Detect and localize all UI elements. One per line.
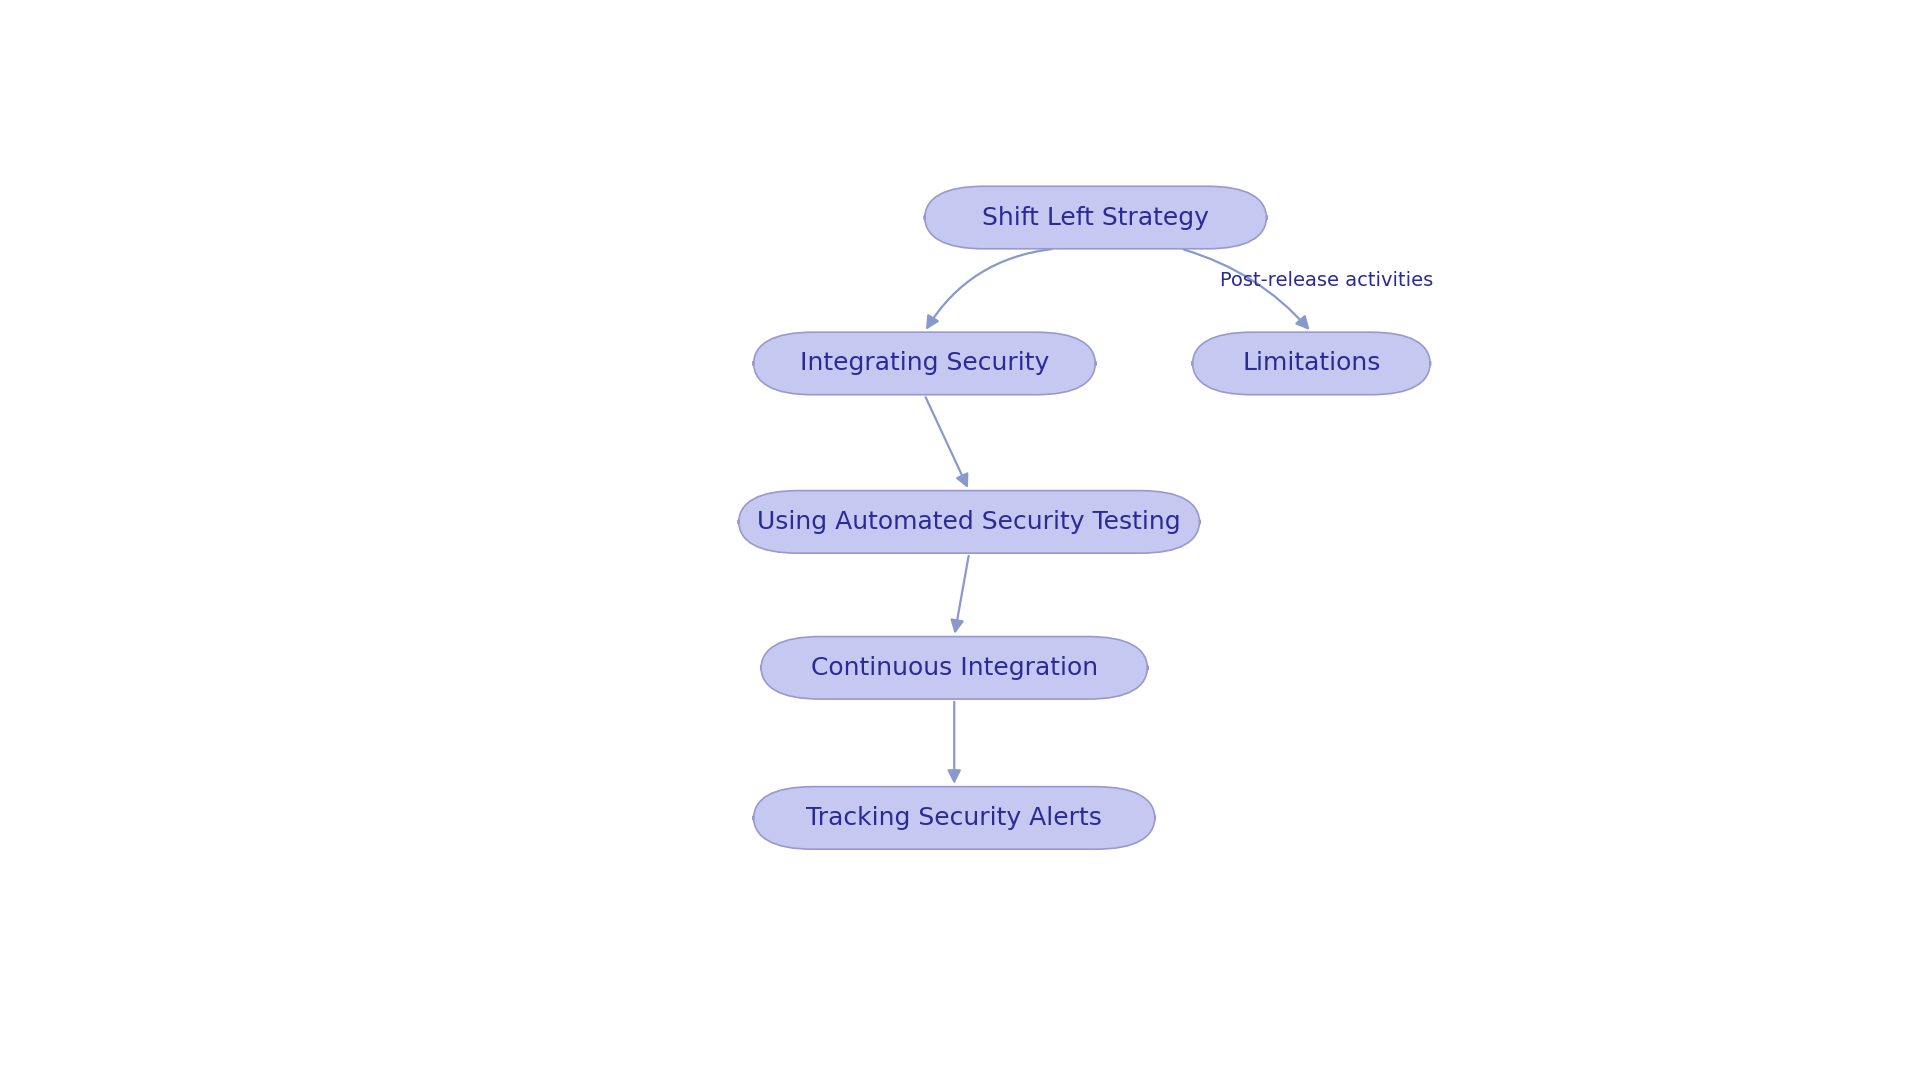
Text: Using Automated Security Testing: Using Automated Security Testing [756,510,1181,534]
FancyBboxPatch shape [753,786,1156,849]
FancyBboxPatch shape [760,637,1148,700]
FancyBboxPatch shape [753,332,1096,394]
Text: Limitations: Limitations [1242,352,1380,376]
Text: Integrating Security: Integrating Security [801,352,1048,376]
FancyBboxPatch shape [924,186,1267,249]
Text: Tracking Security Alerts: Tracking Security Alerts [806,806,1102,830]
Text: Continuous Integration: Continuous Integration [810,656,1098,680]
Text: Post-release activities: Post-release activities [1219,271,1432,289]
FancyBboxPatch shape [739,491,1200,553]
FancyBboxPatch shape [1192,332,1430,394]
Text: Shift Left Strategy: Shift Left Strategy [983,206,1210,230]
